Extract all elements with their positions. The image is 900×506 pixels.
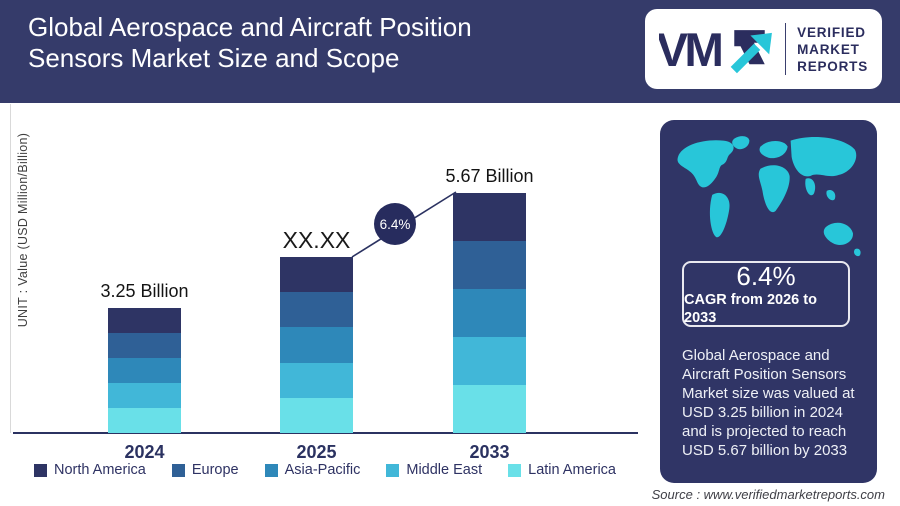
- bar-segment-middle-east: [453, 337, 526, 385]
- plot-area: UNIT : Value (USD Million/Billion) 6.4% …: [10, 104, 638, 478]
- bar-value-label-2024: 3.25 Billion: [100, 281, 189, 301]
- logo-vm-letters: VM: [659, 24, 721, 77]
- legend-item-asia-pacific: Asia-Pacific: [264, 462, 361, 478]
- bar-segment-europe: [280, 292, 353, 328]
- bar-segment-asia-pacific: [280, 327, 353, 363]
- legend-label-latin-america: Latin America: [528, 462, 616, 478]
- legend-swatch-asia-pacific: [264, 463, 278, 477]
- bar-segment-north-america: [280, 257, 353, 293]
- legend-swatch-middle-east: [386, 463, 400, 477]
- source-attribution: Source : www.verifiedmarketreports.com: [651, 487, 885, 502]
- stacked-bar-2024: [108, 308, 181, 433]
- bar-segment-latin-america: [108, 408, 181, 433]
- y-axis-title: UNIT : Value (USD Million/Billion): [16, 132, 30, 328]
- bar-value-label-2033: 5.67 Billion: [445, 166, 534, 186]
- bar-segment-middle-east: [108, 383, 181, 408]
- brand-line-market: MARKET: [797, 41, 860, 57]
- bar-segment-asia-pacific: [453, 289, 526, 337]
- bar-segment-north-america: [453, 193, 526, 241]
- cagr-value: 6.4%: [736, 261, 796, 291]
- legend-label-asia-pacific: Asia-Pacific: [284, 462, 361, 478]
- growth-badge: [374, 203, 416, 245]
- legend-swatch-latin-america: [508, 463, 522, 477]
- cagr-box: 6.4% CAGR from 2026 to 2033: [682, 261, 850, 327]
- logo-arrow-head-icon: [750, 32, 772, 55]
- bar-segment-asia-pacific: [108, 358, 181, 383]
- summary-panel: 6.4% CAGR from 2026 to 2033 Global Aeros…: [660, 120, 877, 483]
- x-axis-label-2025: 2025: [296, 442, 337, 462]
- logo-arrow-shaft-icon: [730, 43, 761, 74]
- stacked-bar-2025: [280, 257, 353, 434]
- legend-swatch-europe: [171, 463, 185, 477]
- bar-segment-europe: [453, 241, 526, 289]
- bar-segment-europe: [108, 333, 181, 358]
- world-map-svg: [677, 136, 861, 257]
- x-axis-label-2033: 2033: [469, 442, 510, 462]
- legend-item-middle-east: Middle East: [386, 462, 482, 478]
- bar-value-label-2025: XX.XX: [282, 227, 351, 253]
- connector-line: [351, 191, 457, 258]
- x-axis-label-2024: 2024: [124, 442, 165, 462]
- cagr-caption: CAGR from 2026 to 2033: [684, 292, 817, 326]
- bar-segment-latin-america: [453, 385, 526, 433]
- legend-label-europe: Europe: [191, 462, 239, 478]
- bar-segment-north-america: [108, 308, 181, 333]
- vmr-logo: VM VERIFIED MARKET REPORTS: [645, 9, 882, 89]
- page-title: Global Aerospace and Aircraft Position S…: [28, 12, 472, 73]
- bar-segment-middle-east: [280, 362, 353, 398]
- brand-text: VERIFIED MARKET REPORTS: [797, 24, 868, 75]
- brand-line-reports: REPORTS: [797, 58, 868, 74]
- vmr-logo-mark-icon: VM: [659, 24, 772, 77]
- growth-badge-label: 6.4%: [380, 217, 411, 232]
- market-summary-text: Global Aerospace and Aircraft Position S…: [682, 347, 855, 459]
- legend-label-middle-east: Middle East: [406, 462, 483, 478]
- logo-divider: [784, 23, 787, 75]
- legend-label-north-america: North America: [53, 462, 146, 478]
- y-axis-line: [10, 104, 11, 433]
- legend-swatch-north-america: [33, 463, 47, 477]
- legend-item-latin-america: Latin America: [508, 462, 616, 478]
- legend: North America Europe Asia-Pacific Middle Ea…: [20, 462, 630, 478]
- legend-item-north-america: North America: [33, 462, 146, 478]
- stacked-bar-2033: [453, 193, 526, 433]
- bar-segment-latin-america: [280, 397, 353, 434]
- brand-line-verified: VERIFIED: [797, 24, 866, 40]
- world-map-icon: [668, 128, 869, 294]
- header: Global Aerospace and Aircraft Position S…: [0, 0, 900, 103]
- legend-item-europe: Europe: [171, 462, 239, 478]
